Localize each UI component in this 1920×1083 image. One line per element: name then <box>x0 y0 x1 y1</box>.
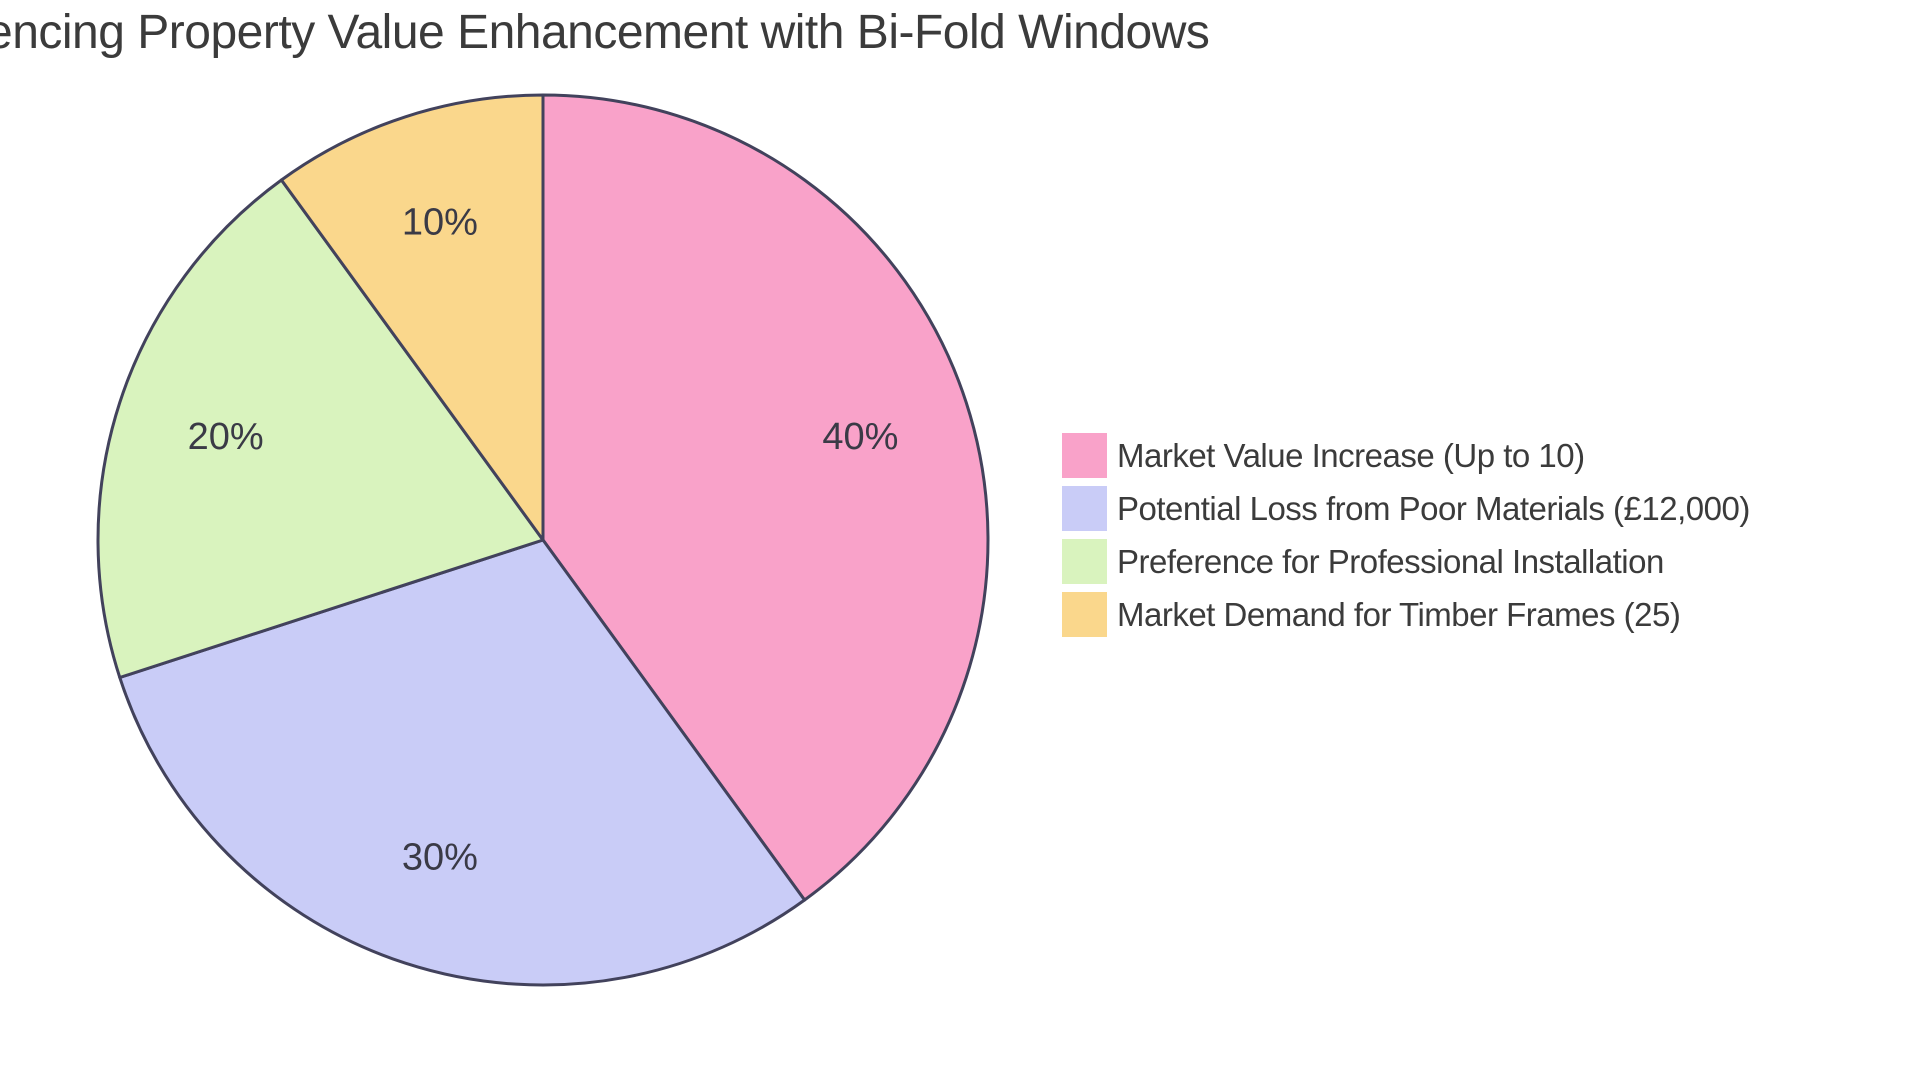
legend-item-market-value-increase[interactable]: Market Value Increase (Up to 10) <box>1062 433 1750 478</box>
pie-slice-percent-label: 10% <box>402 202 478 244</box>
legend-swatch <box>1062 486 1107 531</box>
legend-label: Market Value Increase (Up to 10) <box>1117 436 1585 474</box>
legend-swatch <box>1062 592 1107 637</box>
pie-slice-percent-label: 30% <box>402 836 478 878</box>
legend-item-preference-for-professional[interactable]: Preference for Professional Installation <box>1062 539 1750 584</box>
legend-label: Potential Loss from Poor Materials (£12,… <box>1117 489 1750 527</box>
legend-item-market-demand-for[interactable]: Market Demand for Timber Frames (25) <box>1062 592 1750 637</box>
legend-label: Preference for Professional Installation <box>1117 542 1664 580</box>
legend-swatch <box>1062 539 1107 584</box>
pie-slice-preference-for-professional[interactable] <box>96 178 545 680</box>
legend-label: Market Demand for Timber Frames (25) <box>1117 595 1681 633</box>
legend-item-potential-loss-from[interactable]: Potential Loss from Poor Materials (£12,… <box>1062 486 1750 531</box>
pie-slice-market-value-increase[interactable] <box>541 93 990 902</box>
pie-chart: 40% 30% 20% 10% <box>96 93 990 987</box>
legend-swatch <box>1062 433 1107 478</box>
pie-slice-percent-label: 40% <box>822 416 898 458</box>
legend: Market Value Increase (Up to 10) Potentia… <box>1062 433 1750 637</box>
pie-slice-percent-label: 20% <box>188 416 264 458</box>
chart-title: encing Property Value Enhancement with B… <box>0 6 1210 59</box>
pie-slice-market-demand-for[interactable] <box>279 93 545 542</box>
pie-slice-potential-loss-from[interactable] <box>118 538 807 987</box>
